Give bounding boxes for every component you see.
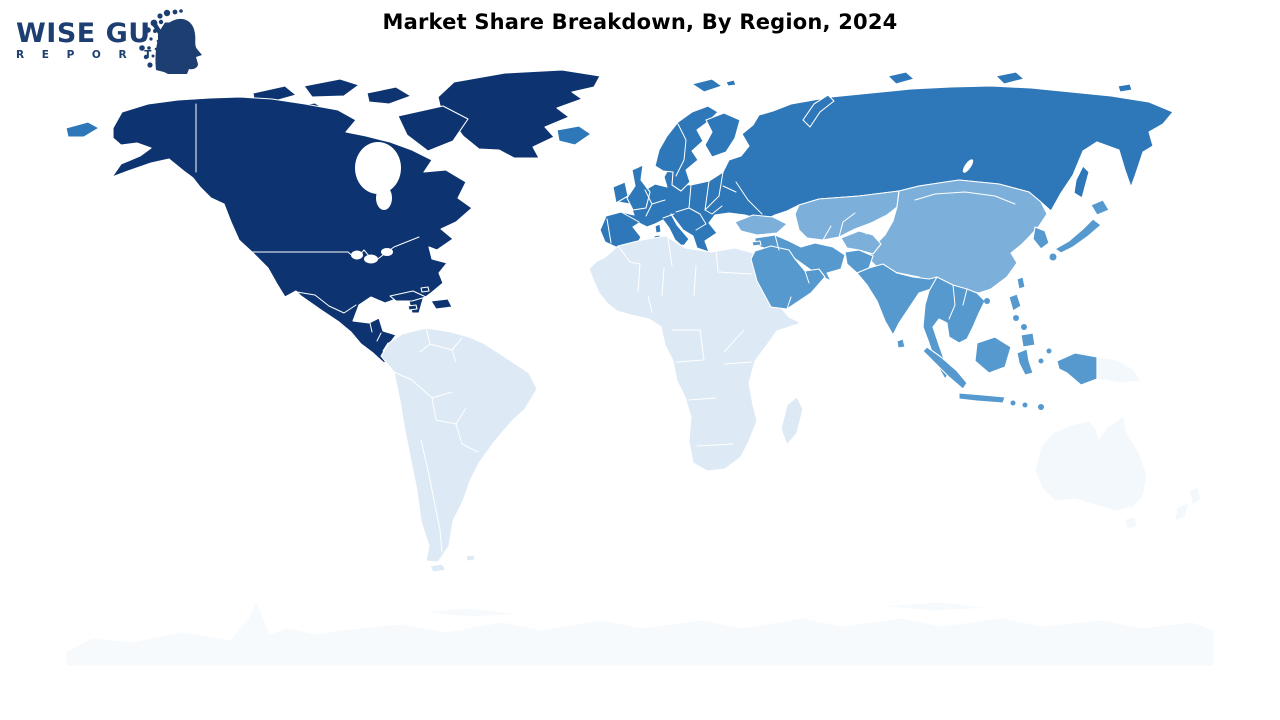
papua-new-guinea — [1096, 356, 1142, 384]
lesser-sunda-2 — [1022, 402, 1028, 408]
honshu — [1054, 218, 1102, 254]
central-america-border-2 — [376, 332, 382, 342]
region-africa — [588, 235, 804, 472]
new-zealand-north — [1188, 486, 1202, 506]
central-america-border-3 — [382, 342, 389, 352]
hainan — [984, 298, 990, 304]
lesser-sunda-1 — [1010, 400, 1016, 406]
logo-subtitle: R E P O R T S — [16, 49, 184, 61]
russia-mongolia-border — [914, 191, 1016, 205]
lesser-sunda-3 — [1038, 404, 1044, 410]
james-bay — [376, 186, 392, 210]
borneo — [974, 336, 1012, 374]
sumatra — [922, 346, 968, 390]
baffin-island — [397, 105, 469, 152]
molucca-1 — [1038, 358, 1044, 364]
new-zealand-south — [1174, 502, 1190, 522]
asia-central-borders — [822, 191, 1016, 241]
sri-lanka — [896, 338, 906, 349]
novaya-zemlya — [802, 94, 835, 128]
mindanao — [1020, 332, 1036, 348]
logo-text: WISE GUY R E P O R T S — [16, 20, 184, 61]
antarctica-mainland — [65, 599, 1215, 667]
india — [856, 263, 938, 336]
wrangel-island — [1117, 83, 1133, 93]
region-asia-central-east — [734, 179, 1048, 298]
south-america-borders — [393, 327, 479, 553]
falkland-islands — [465, 554, 476, 562]
logo-wordmark: WISE GUY — [16, 18, 171, 49]
finland — [704, 112, 741, 158]
sakhalin — [1073, 165, 1090, 199]
great-britain — [626, 164, 651, 211]
canada-us-border — [232, 236, 420, 263]
corsica — [654, 223, 662, 234]
page-title: Market Share Breakdown, By Region, 2024 — [382, 10, 898, 34]
head-profile — [155, 18, 202, 74]
australia — [1034, 414, 1148, 512]
hudson-bay — [355, 142, 401, 194]
antarctica-shelf-1 — [419, 607, 521, 618]
java — [958, 392, 1006, 404]
cuba — [389, 290, 427, 302]
south-america-mainland — [380, 327, 538, 563]
bahamas — [420, 286, 430, 293]
tierra-del-fuego — [429, 563, 447, 573]
sulawesi — [1016, 348, 1034, 376]
region-antarctica — [65, 599, 1215, 667]
franz-josef — [725, 79, 737, 87]
central-asia — [794, 190, 900, 241]
hispaniola — [430, 298, 453, 310]
iceland — [556, 125, 592, 146]
chukotka-wrap — [65, 121, 100, 138]
new-siberian-islands — [995, 71, 1025, 85]
cyprus — [751, 240, 762, 247]
turkey — [734, 214, 788, 236]
africa-mainland — [588, 235, 802, 472]
hokkaido — [1090, 199, 1110, 216]
svalbard — [691, 78, 723, 93]
arctic-island-2 — [303, 78, 360, 98]
lake-baikal — [962, 159, 974, 173]
antarctica-shelf-2 — [879, 601, 991, 612]
taiwan — [1016, 276, 1026, 290]
africa-borders — [617, 237, 753, 447]
scandinavia — [654, 105, 719, 192]
region-oceania — [1034, 356, 1202, 530]
wise-guy-reports-logo: WISE GUY R E P O R T S — [16, 8, 206, 74]
madagascar — [780, 396, 804, 446]
afghanistan — [840, 230, 882, 255]
philippine-island-2 — [1021, 324, 1027, 330]
jamaica — [407, 304, 418, 311]
philippine-island-1 — [1013, 315, 1019, 321]
region-north-america — [111, 69, 601, 364]
arabian-peninsula — [750, 245, 826, 310]
lake-ladoga — [736, 145, 742, 151]
indochina-malay — [922, 276, 986, 380]
region-asia-south-west-pacific — [750, 199, 1110, 410]
molucca-2 — [1046, 348, 1052, 354]
asia-south-borders — [774, 234, 968, 320]
severnaya-zemlya — [887, 71, 915, 85]
europe-borders — [606, 123, 763, 244]
north-america-borders — [195, 103, 420, 352]
arctic-island-3 — [366, 86, 412, 105]
logo-head-icon — [139, 9, 202, 74]
kyushu — [1049, 253, 1057, 261]
luzon — [1008, 293, 1022, 312]
region-europe-russia — [65, 71, 1174, 358]
greenland — [437, 69, 601, 159]
region-south-america — [380, 327, 538, 573]
central-america-border-1 — [369, 322, 373, 333]
korea — [1032, 226, 1050, 250]
us-mexico-border — [296, 291, 357, 314]
tasmania — [1124, 516, 1138, 530]
ireland — [612, 181, 629, 204]
west-new-guinea — [1056, 352, 1098, 386]
